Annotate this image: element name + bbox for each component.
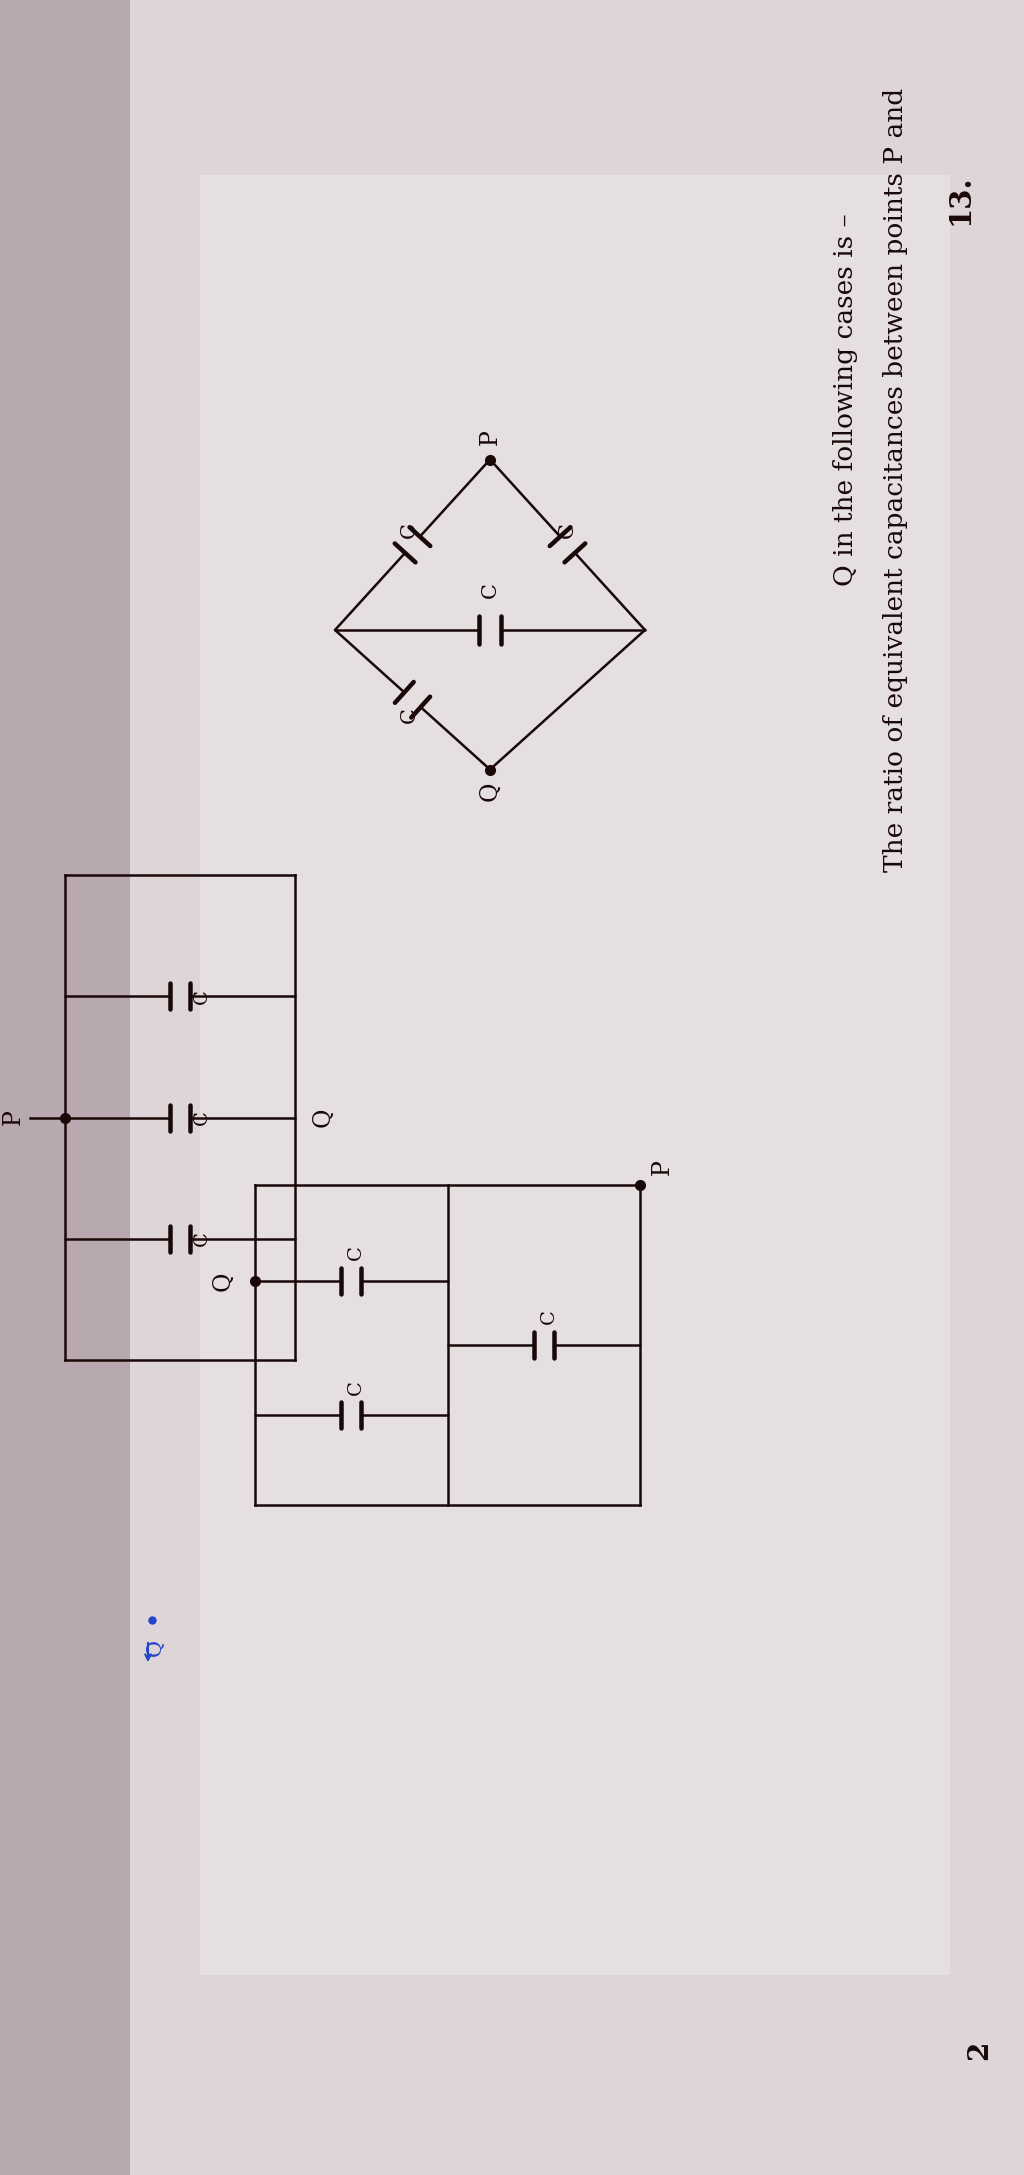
- Text: The ratio of equivalent capacitances between points P and: The ratio of equivalent capacitances bet…: [883, 87, 907, 872]
- Bar: [130, 0, 1024, 2175]
- Text: Q: Q: [478, 781, 502, 800]
- Text: 13.: 13.: [945, 174, 975, 226]
- Text: P: P: [478, 431, 502, 446]
- Text: C: C: [193, 1109, 211, 1124]
- Text: C: C: [193, 1231, 211, 1246]
- Text: C: C: [558, 522, 577, 537]
- Text: C: C: [540, 1309, 558, 1325]
- Bar: [0, 0, 130, 2175]
- Text: Q in the following cases is –: Q in the following cases is –: [833, 213, 857, 587]
- Text: C: C: [347, 1246, 366, 1261]
- Text: C: C: [400, 522, 419, 537]
- Text: C: C: [347, 1379, 366, 1394]
- Text: Q: Q: [311, 1107, 335, 1127]
- Text: Q: Q: [212, 1270, 234, 1290]
- Text: C: C: [480, 583, 500, 598]
- Text: C: C: [193, 990, 211, 1003]
- Text: 2: 2: [967, 2040, 993, 2060]
- Text: C: C: [400, 707, 419, 722]
- Bar: [200, 174, 950, 1975]
- Text: P: P: [650, 1159, 674, 1174]
- Text: Q: Q: [145, 1640, 165, 1657]
- Text: P: P: [1, 1109, 25, 1124]
